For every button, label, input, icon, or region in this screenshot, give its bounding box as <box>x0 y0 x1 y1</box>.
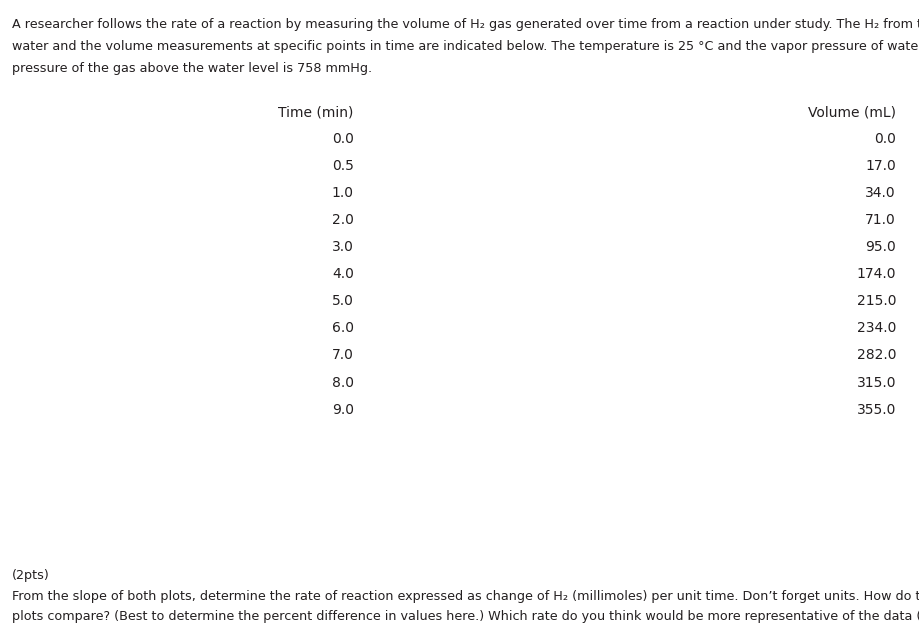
Text: 234.0: 234.0 <box>857 321 896 335</box>
Text: A researcher follows the rate of a reaction by measuring the volume of H₂ gas ge: A researcher follows the rate of a react… <box>12 18 919 31</box>
Text: 3.0: 3.0 <box>332 240 354 254</box>
Text: Volume (mL): Volume (mL) <box>808 106 896 120</box>
Text: 7.0: 7.0 <box>332 348 354 362</box>
Text: plots compare? (Best to determine the percent difference in values here.) Which : plots compare? (Best to determine the pe… <box>12 610 919 623</box>
Text: 95.0: 95.0 <box>866 240 896 254</box>
Text: water and the volume measurements at specific points in time are indicated below: water and the volume measurements at spe… <box>12 40 919 53</box>
Text: 5.0: 5.0 <box>332 294 354 308</box>
Text: 0.0: 0.0 <box>332 132 354 146</box>
Text: 315.0: 315.0 <box>857 376 896 389</box>
Text: 0.0: 0.0 <box>874 132 896 146</box>
Text: 0.5: 0.5 <box>332 159 354 173</box>
Text: 1.0: 1.0 <box>332 186 354 200</box>
Text: pressure of the gas above the water level is 758 mmHg.: pressure of the gas above the water leve… <box>12 62 372 75</box>
Text: 71.0: 71.0 <box>866 213 896 227</box>
Text: 34.0: 34.0 <box>866 186 896 200</box>
Text: 4.0: 4.0 <box>332 267 354 281</box>
Text: Time (min): Time (min) <box>278 106 354 120</box>
Text: 9.0: 9.0 <box>332 403 354 416</box>
Text: 215.0: 215.0 <box>857 294 896 308</box>
Text: 282.0: 282.0 <box>857 348 896 362</box>
Text: From the slope of both plots, determine the rate of reaction expressed as change: From the slope of both plots, determine … <box>12 590 919 603</box>
Text: 6.0: 6.0 <box>332 321 354 335</box>
Text: 174.0: 174.0 <box>857 267 896 281</box>
Text: 8.0: 8.0 <box>332 376 354 389</box>
Text: 355.0: 355.0 <box>857 403 896 416</box>
Text: 17.0: 17.0 <box>866 159 896 173</box>
Text: (2pts): (2pts) <box>12 569 50 582</box>
Text: 2.0: 2.0 <box>332 213 354 227</box>
